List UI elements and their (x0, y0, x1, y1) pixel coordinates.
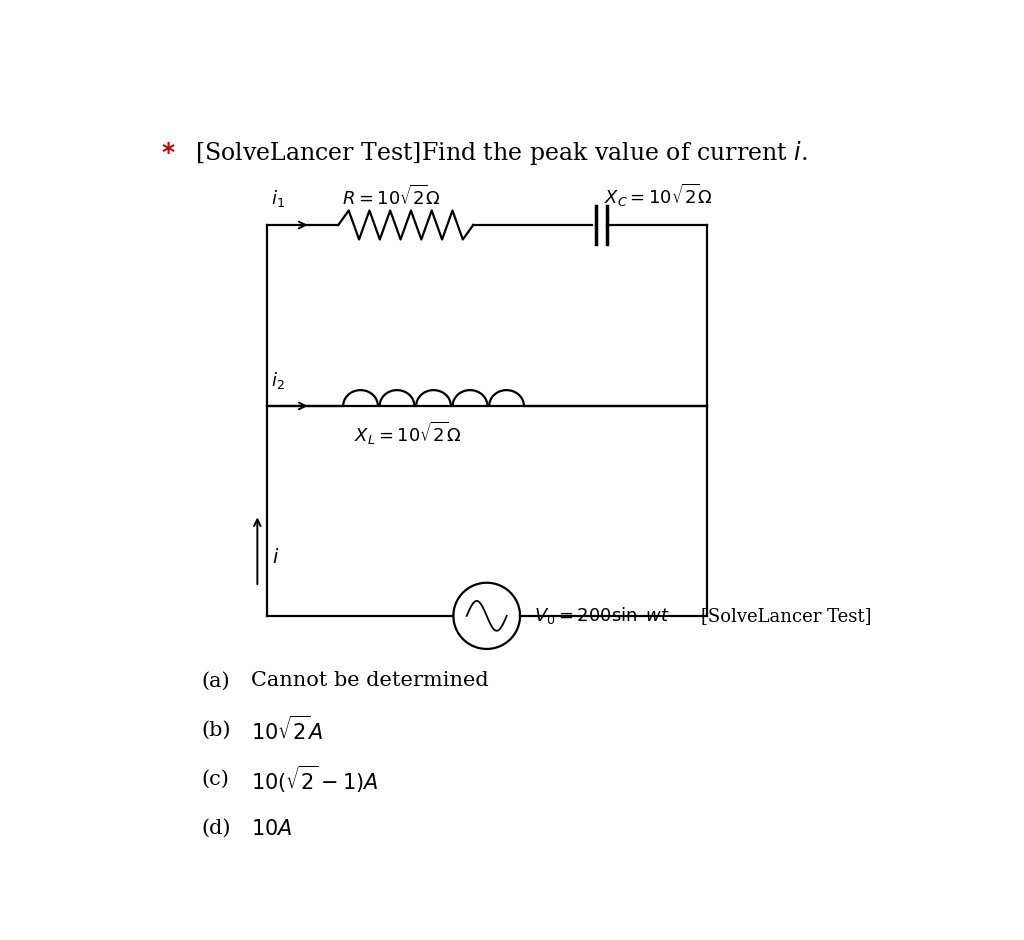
Text: $i$: $i$ (271, 548, 279, 568)
Text: $10\sqrt{2}A$: $10\sqrt{2}A$ (251, 716, 324, 744)
Text: $i_2$: $i_2$ (270, 370, 285, 391)
Text: (a): (a) (201, 671, 229, 691)
Text: $X_C=10\sqrt{2}\Omega$: $X_C=10\sqrt{2}\Omega$ (604, 182, 713, 209)
Text: $10(\sqrt{2}-1)A$: $10(\sqrt{2}-1)A$ (251, 764, 379, 795)
Text: $i_1$: $i_1$ (270, 188, 285, 209)
Text: *: * (162, 141, 174, 164)
Text: $V_0=200\sin\ wt$: $V_0=200\sin\ wt$ (535, 605, 671, 626)
Text: $R=10\sqrt{2}\Omega$: $R=10\sqrt{2}\Omega$ (342, 185, 441, 209)
Text: (c): (c) (201, 770, 229, 789)
Text: (d): (d) (201, 819, 230, 838)
Text: $X_L =10\sqrt{2}\Omega$: $X_L =10\sqrt{2}\Omega$ (354, 420, 461, 447)
Text: [SolveLancer Test]Find the peak value of current $i$.: [SolveLancer Test]Find the peak value of… (196, 138, 808, 166)
Text: (b): (b) (201, 721, 230, 740)
Text: [SolveLancer Test]: [SolveLancer Test] (701, 607, 871, 625)
Text: Cannot be determined: Cannot be determined (251, 671, 488, 691)
Text: $10A$: $10A$ (251, 819, 293, 838)
